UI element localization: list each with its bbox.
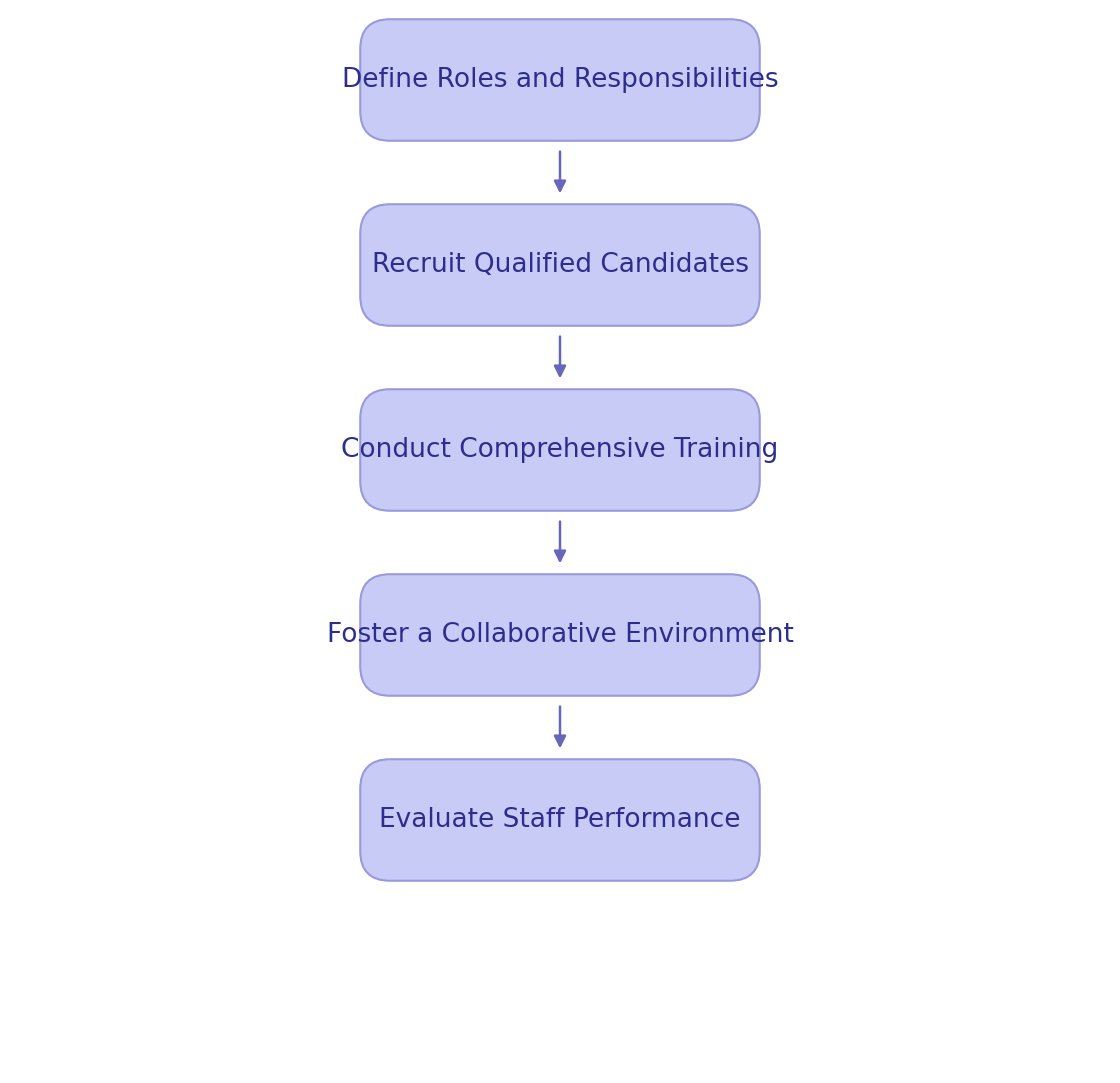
Text: Evaluate Staff Performance: Evaluate Staff Performance <box>380 807 740 833</box>
FancyBboxPatch shape <box>361 19 759 141</box>
Text: Foster a Collaborative Environment: Foster a Collaborative Environment <box>327 622 793 648</box>
Text: Conduct Comprehensive Training: Conduct Comprehensive Training <box>342 438 778 464</box>
FancyBboxPatch shape <box>361 574 759 695</box>
Text: Define Roles and Responsibilities: Define Roles and Responsibilities <box>342 67 778 93</box>
FancyBboxPatch shape <box>361 389 759 511</box>
Text: Recruit Qualified Candidates: Recruit Qualified Candidates <box>372 252 748 278</box>
FancyBboxPatch shape <box>361 205 759 326</box>
FancyBboxPatch shape <box>361 759 759 880</box>
